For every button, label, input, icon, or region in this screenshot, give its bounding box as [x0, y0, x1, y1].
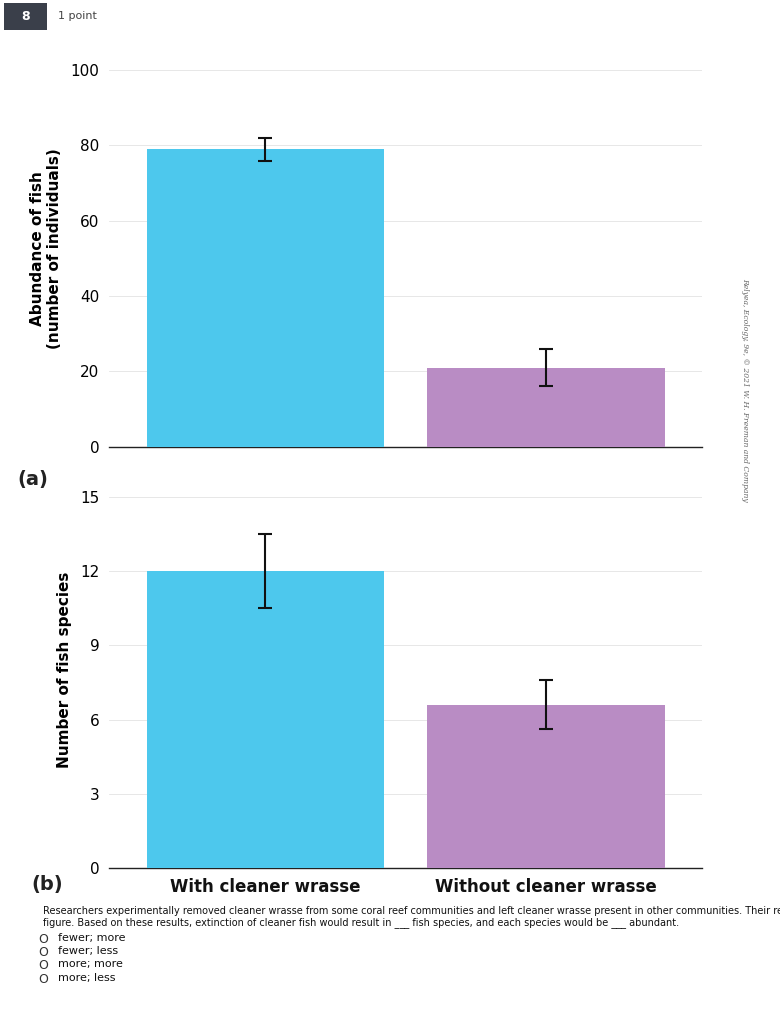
Text: O: O [38, 959, 48, 973]
Text: 1 point: 1 point [58, 11, 98, 22]
Text: fewer; less: fewer; less [58, 946, 119, 956]
Bar [4, 3, 47, 30]
Text: With cleaner wrasse: With cleaner wrasse [170, 878, 360, 897]
Text: fewer; more: fewer; more [58, 933, 126, 943]
Bar [147, 149, 384, 447]
Text: (b): (b) [31, 875, 63, 895]
Text: (a): (a) [17, 470, 48, 490]
Text: 8: 8 [21, 10, 30, 23]
Text: more; more: more; more [58, 959, 123, 969]
Text: O: O [38, 973, 48, 986]
Text: Researchers experimentally removed cleaner wrasse from some coral reef communiti: Researchers experimentally removed clean… [43, 906, 780, 916]
Y-axis label: Number of fish species: Number of fish species [57, 572, 72, 768]
Text: more; less: more; less [58, 973, 116, 983]
Text: O: O [38, 946, 48, 959]
Text: figure. Based on these results, extinction of cleaner fish would result in ___ f: figure. Based on these results, extincti… [43, 917, 679, 928]
Bar [427, 705, 665, 868]
Bar [147, 571, 384, 868]
Text: Without cleaner wrasse: Without cleaner wrasse [435, 878, 657, 897]
Text: Relyea, Ecology, 9e, © 2021 W. H. Freeman and Company: Relyea, Ecology, 9e, © 2021 W. H. Freema… [741, 278, 749, 502]
Bar [427, 368, 665, 447]
Y-axis label: Abundance of fish
(number of individuals): Abundance of fish (number of individuals… [30, 149, 62, 349]
Text: O: O [38, 933, 48, 946]
